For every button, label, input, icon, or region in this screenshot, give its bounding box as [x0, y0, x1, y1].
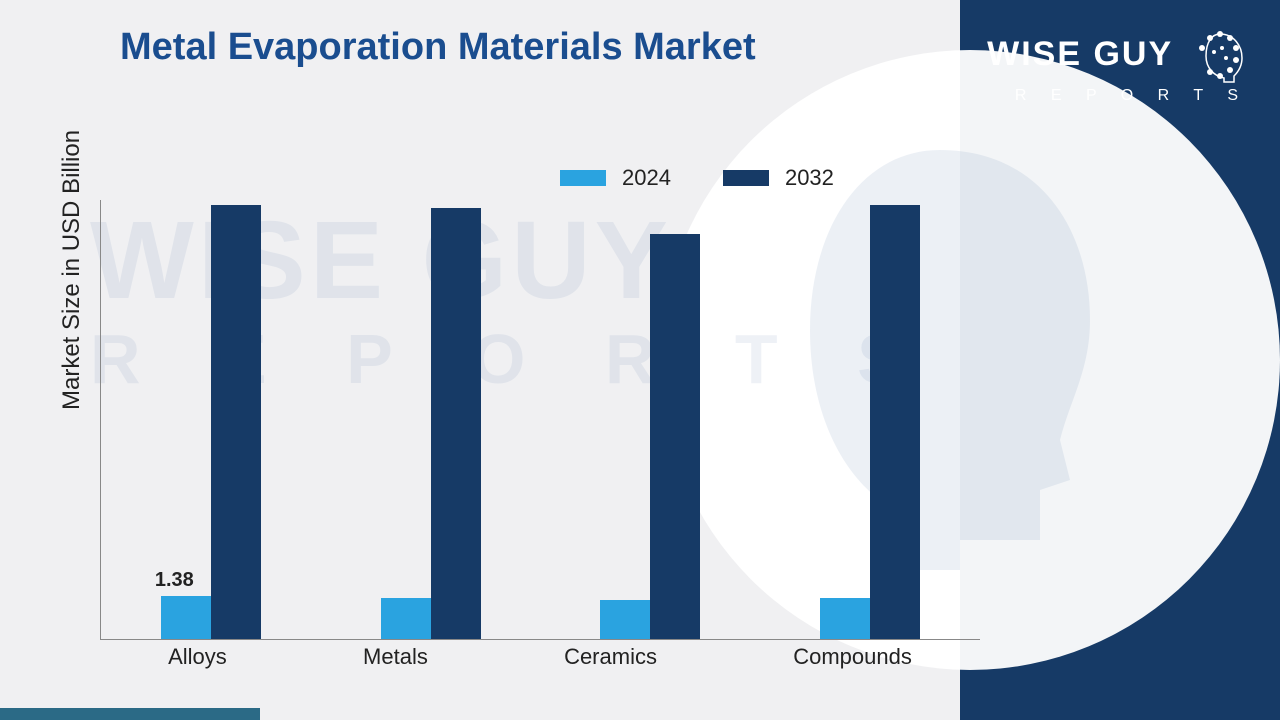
page-title: Metal Evaporation Materials Market [120, 26, 756, 69]
bar [431, 208, 481, 639]
y-axis-label: Market Size in USD Billion [58, 130, 86, 410]
bar [381, 598, 431, 639]
bottom-accent-bar [0, 708, 260, 720]
x-tick-label: Compounds [793, 644, 912, 670]
x-tick-label: Metals [363, 644, 428, 670]
bar-group [600, 234, 700, 639]
logo-line1: WISE GUY [987, 35, 1172, 73]
bar [820, 598, 870, 639]
bar-value-label: 1.38 [155, 569, 194, 592]
legend-label: 2032 [785, 165, 834, 191]
bar [650, 234, 700, 639]
x-tick-label: Alloys [168, 644, 227, 670]
bar [870, 205, 920, 639]
bar [600, 600, 650, 639]
bar [211, 205, 261, 639]
logo-head-icon [1192, 28, 1248, 84]
brand-logo: WISE GUY R E P O R T S [987, 28, 1248, 104]
logo-line2: R E P O R T S [987, 88, 1248, 104]
legend-label: 2024 [622, 165, 671, 191]
legend-swatch [723, 170, 769, 186]
x-tick-label: Ceramics [564, 644, 657, 670]
bar-group [381, 208, 481, 639]
bar-group: 1.38 [161, 205, 261, 639]
legend-item-2032: 2032 [723, 165, 834, 191]
legend-swatch [560, 170, 606, 186]
bar-chart: 1.38 [100, 200, 980, 640]
bar: 1.38 [161, 596, 211, 639]
bar-group [820, 205, 920, 639]
x-axis-labels: Alloys Metals Ceramics Compounds [100, 644, 980, 670]
legend-item-2024: 2024 [560, 165, 671, 191]
legend: 2024 2032 [560, 165, 834, 191]
